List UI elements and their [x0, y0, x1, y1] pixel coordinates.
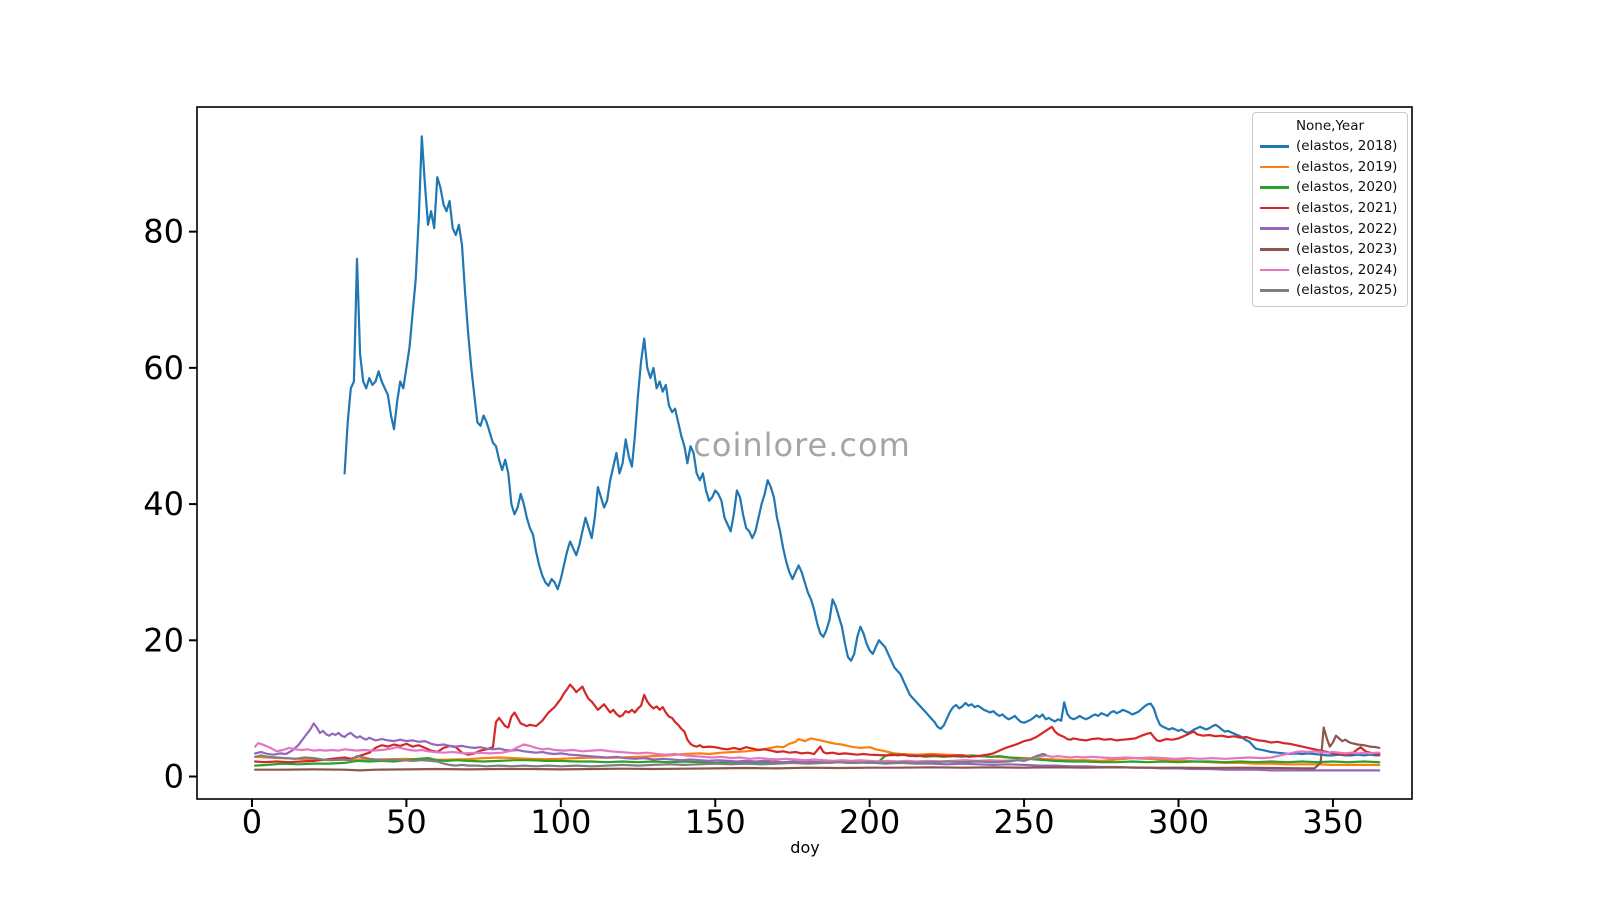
legend-label-2025: (elastos, 2025) — [1296, 282, 1398, 299]
legend-entries: (elastos, 2018) (elastos, 2019) (elastos, … — [1259, 136, 1401, 301]
legend-swatch-2023 — [1260, 248, 1289, 251]
y-tick-label: 40 — [143, 485, 184, 523]
legend-label-2020: (elastos, 2020) — [1296, 179, 1398, 196]
x-tick-label: 100 — [530, 803, 591, 841]
legend-label-2024: (elastos, 2024) — [1296, 261, 1398, 278]
legend-label-2023: (elastos, 2023) — [1296, 241, 1398, 258]
legend-swatch-2020 — [1260, 186, 1289, 189]
x-tick-label: 300 — [1148, 803, 1209, 841]
x-tick-label: 0 — [242, 803, 262, 841]
x-tick-label: 250 — [994, 803, 1055, 841]
legend-swatch-2019 — [1260, 165, 1289, 169]
legend-entry-2019: (elastos, 2019) — [1259, 157, 1401, 178]
series-line-2018 — [343, 135, 1381, 757]
plot-border — [196, 106, 1413, 800]
y-tick-label: 60 — [143, 349, 184, 387]
x-tick-label: 150 — [685, 803, 746, 841]
series-line-2019 — [254, 737, 1381, 767]
series-line-2025 — [254, 752, 1047, 768]
legend-swatch-2021 — [1260, 206, 1289, 210]
series-line-2024 — [254, 741, 1381, 763]
y-tick-label: 80 — [143, 213, 184, 251]
legend-entry-2018: (elastos, 2018) — [1259, 136, 1401, 157]
legend-entry-2020: (elastos, 2020) — [1259, 177, 1401, 198]
x-tick-label: 50 — [386, 803, 427, 841]
series-line-2022 — [254, 722, 1381, 772]
legend-title: None,Year — [1295, 118, 1365, 134]
y-tick-label: 0 — [164, 758, 184, 796]
series-line-2023 — [254, 726, 1381, 772]
x-tick-label: 350 — [1302, 803, 1363, 841]
legend-entry-2023: (elastos, 2023) — [1259, 239, 1401, 260]
legend-label-2018: (elastos, 2018) — [1296, 138, 1398, 155]
legend-entry-2024: (elastos, 2024) — [1259, 260, 1401, 281]
legend-entry-2025: (elastos, 2025) — [1259, 280, 1401, 301]
legend-swatch-2024 — [1260, 268, 1289, 272]
legend: None,Year (elastos, 2018) (elastos, 2019)… — [1252, 112, 1408, 307]
x-axis-label: doy — [790, 838, 820, 857]
legend-entry-2021: (elastos, 2021) — [1259, 198, 1401, 219]
watermark: coinlore.com — [693, 426, 911, 464]
legend-swatch-2025 — [1260, 289, 1289, 292]
legend-label-2019: (elastos, 2019) — [1296, 158, 1398, 175]
legend-label-2021: (elastos, 2021) — [1296, 200, 1398, 217]
y-tick-label: 20 — [143, 621, 184, 659]
legend-swatch-2022 — [1260, 227, 1289, 230]
x-tick-label: 200 — [839, 803, 900, 841]
legend-swatch-2018 — [1260, 145, 1289, 148]
series-line-2021 — [254, 683, 1381, 764]
legend-label-2022: (elastos, 2022) — [1296, 220, 1398, 237]
legend-entry-2022: (elastos, 2022) — [1259, 218, 1401, 239]
